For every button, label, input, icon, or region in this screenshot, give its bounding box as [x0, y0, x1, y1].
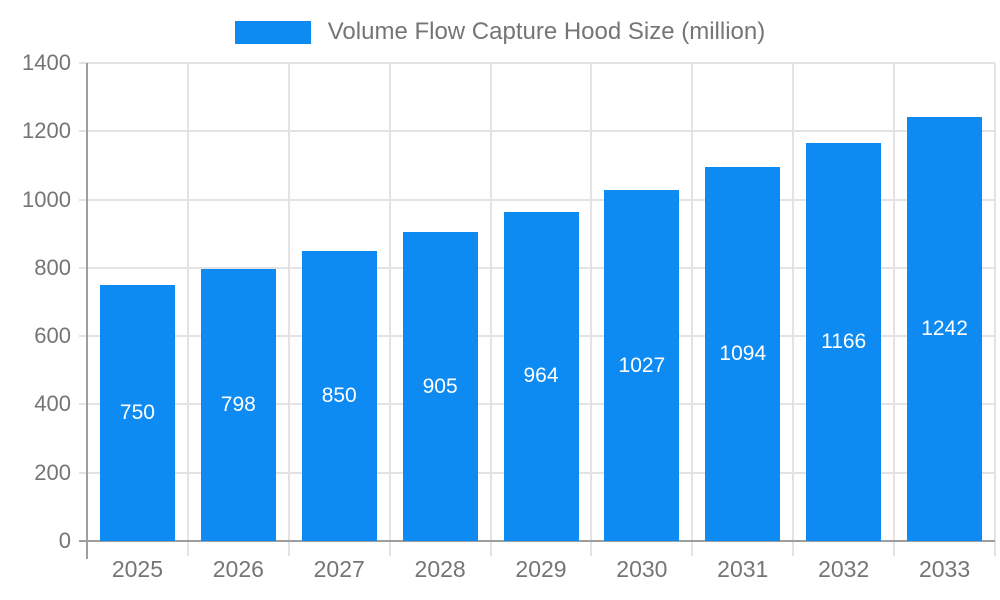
x-axis-tick — [388, 541, 391, 556]
bar — [907, 116, 983, 541]
x-axis-tick-label: 2029 — [515, 556, 567, 582]
bar-value-label: 905 — [422, 374, 458, 398]
bar — [200, 268, 276, 541]
bar — [705, 167, 781, 541]
x-axis-tick — [792, 541, 795, 556]
y-axis-line — [86, 63, 88, 541]
bar-value-label: 1166 — [821, 329, 867, 353]
bar — [806, 142, 882, 541]
y-gridline — [79, 130, 995, 133]
x-axis-tick-label: 2025 — [111, 556, 164, 582]
bar — [301, 250, 377, 541]
y-axis-tick-label: 400 — [34, 391, 71, 417]
bar-value-label: 1094 — [719, 342, 767, 366]
x-gridline — [994, 63, 996, 541]
x-axis-tick-label: 2032 — [818, 556, 870, 582]
bar — [402, 232, 478, 541]
x-axis-tick-label: 2026 — [212, 556, 264, 582]
x-gridline — [893, 63, 896, 541]
x-axis-tick-label: 2031 — [717, 556, 769, 582]
bar — [604, 190, 680, 541]
legend-swatch — [234, 20, 311, 44]
x-axis-tick — [489, 541, 492, 556]
x-axis-tick-label: 2033 — [918, 556, 971, 582]
bar-value-label: 1027 — [618, 353, 666, 377]
chart-legend: Volume Flow Capture Hood Size (million) — [0, 18, 1000, 46]
x-gridline — [590, 63, 593, 541]
y-axis-tick-label: 600 — [34, 323, 71, 349]
x-axis-tick-label: 2030 — [616, 556, 668, 582]
x-gridline — [388, 63, 391, 541]
bar-value-label: 1242 — [921, 316, 968, 340]
x-axis-tick-label: 2027 — [313, 556, 365, 582]
x-axis-tick-label: 2028 — [414, 556, 466, 582]
x-axis-tick — [186, 541, 189, 556]
x-gridline — [489, 63, 492, 541]
x-gridline — [691, 63, 694, 541]
x-axis-line — [79, 540, 995, 542]
y-axis-tick-label: 800 — [34, 254, 71, 280]
y-axis-tick-label: 1400 — [22, 50, 71, 75]
y-gridline — [79, 198, 995, 201]
y-axis-tick-label: 200 — [34, 459, 71, 485]
y-gridline — [79, 62, 995, 64]
x-gridline — [287, 63, 290, 541]
bar — [503, 211, 579, 541]
bar — [99, 284, 175, 541]
bar-value-label: 798 — [220, 392, 256, 416]
x-gridline — [186, 63, 189, 541]
plot-area: 0 200 400 600 800 1000 1200 1400 750 2025 798 2026 8… — [22, 50, 996, 582]
y-axis-tick-label: 1000 — [22, 186, 71, 212]
x-axis-tick — [893, 541, 896, 556]
x-gridline — [792, 63, 795, 541]
x-axis-tick — [994, 541, 996, 556]
bar-value-label: 750 — [119, 400, 155, 424]
y-axis-tick-label: 0 — [58, 528, 71, 553]
x-axis-tick — [287, 541, 290, 556]
y-axis-tick-label: 1200 — [22, 118, 71, 144]
bar-value-label: 850 — [321, 383, 357, 407]
x-axis-tick — [86, 541, 88, 559]
x-axis-tick — [691, 541, 694, 556]
legend-label: Volume Flow Capture Hood Size (million) — [327, 18, 766, 45]
bar-value-label: 964 — [523, 364, 559, 388]
x-axis-tick — [590, 541, 593, 556]
